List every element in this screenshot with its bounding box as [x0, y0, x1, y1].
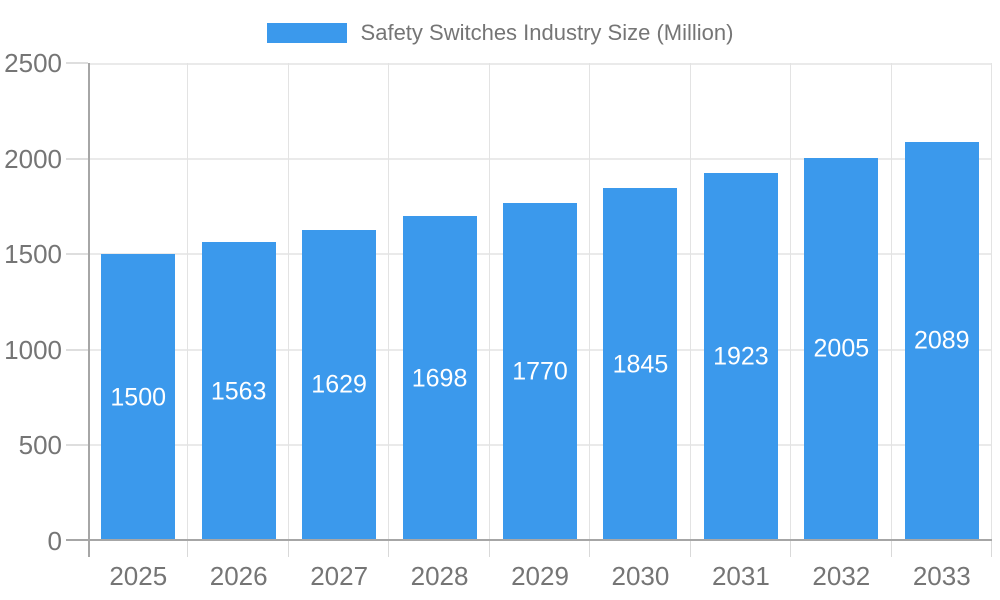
y-tick	[66, 444, 88, 447]
bar-value-label: 1845	[612, 350, 669, 379]
v-gridline	[689, 63, 691, 541]
x-tick	[589, 541, 591, 557]
x-tick-label: 2031	[711, 561, 770, 591]
x-tick	[689, 541, 691, 557]
x-tick	[287, 541, 289, 557]
x-tick-label: 2026	[209, 561, 268, 591]
bar-value-label: 1923	[713, 342, 769, 371]
v-gridline	[589, 63, 591, 541]
legend-swatch	[266, 23, 347, 43]
x-tick-label: 2029	[511, 561, 569, 591]
bar[interactable]: 1563	[201, 242, 276, 541]
bar[interactable]: 1629	[302, 229, 377, 541]
y-axis-line	[88, 63, 90, 557]
bar[interactable]: 1698	[402, 216, 477, 541]
bar[interactable]: 1923	[703, 173, 778, 541]
x-axis-line	[66, 539, 992, 541]
bar-value-label: 1770	[512, 357, 568, 386]
x-tick-label: 2033	[912, 561, 971, 591]
bar-value-label: 2005	[813, 334, 870, 363]
x-tick	[790, 541, 792, 557]
v-gridline	[790, 63, 792, 541]
v-gridline	[890, 63, 892, 541]
v-gridline	[187, 63, 189, 541]
x-tick	[388, 541, 390, 557]
x-tick-label: 2028	[410, 561, 469, 591]
bar[interactable]: 1845	[603, 188, 678, 541]
y-tick	[66, 62, 88, 64]
y-tick	[66, 157, 88, 160]
bar-value-label: 1500	[110, 383, 167, 412]
legend[interactable]: Safety Switches Industry Size (Million)	[0, 21, 1000, 45]
y-tick-label: 2500	[4, 48, 62, 78]
bar[interactable]: 2005	[804, 157, 879, 541]
y-tick	[66, 253, 88, 256]
x-tick-label: 2025	[109, 561, 168, 591]
h-gridline	[88, 63, 992, 65]
v-gridline	[991, 63, 992, 541]
h-gridline	[88, 157, 992, 160]
y-tick	[66, 348, 88, 351]
y-tick-label: 2000	[4, 143, 62, 174]
x-tick-label: 2030	[611, 561, 670, 591]
v-gridline	[287, 63, 289, 541]
x-tick	[187, 541, 189, 557]
y-tick-label: 500	[18, 430, 62, 461]
v-gridline	[388, 63, 390, 541]
x-tick	[890, 541, 892, 557]
legend-label: Safety Switches Industry Size (Million)	[360, 20, 734, 45]
x-tick	[488, 541, 490, 557]
bar[interactable]: 1500	[101, 254, 176, 541]
y-tick-label: 0	[47, 526, 62, 556]
y-tick-label: 1500	[4, 239, 62, 270]
x-tick-label: 2027	[310, 561, 369, 591]
x-tick-label: 2032	[812, 561, 871, 591]
bar-value-label: 2089	[913, 326, 970, 355]
v-gridline	[488, 63, 490, 541]
y-axis-labels: 0 500 1000 1500 2000 2500	[0, 48, 62, 556]
bar-value-label: 1698	[411, 364, 468, 393]
y-tick-label: 1000	[4, 334, 62, 365]
x-tick	[991, 541, 992, 557]
bar[interactable]: 2089	[904, 141, 979, 541]
plot-area: 1500 2025 1563 2026 1629 2027 1698 2028 1770 2029…	[66, 62, 992, 591]
bar-value-label: 1563	[210, 377, 267, 406]
bar-value-label: 1629	[311, 370, 367, 399]
bar[interactable]: 1770	[503, 202, 577, 541]
